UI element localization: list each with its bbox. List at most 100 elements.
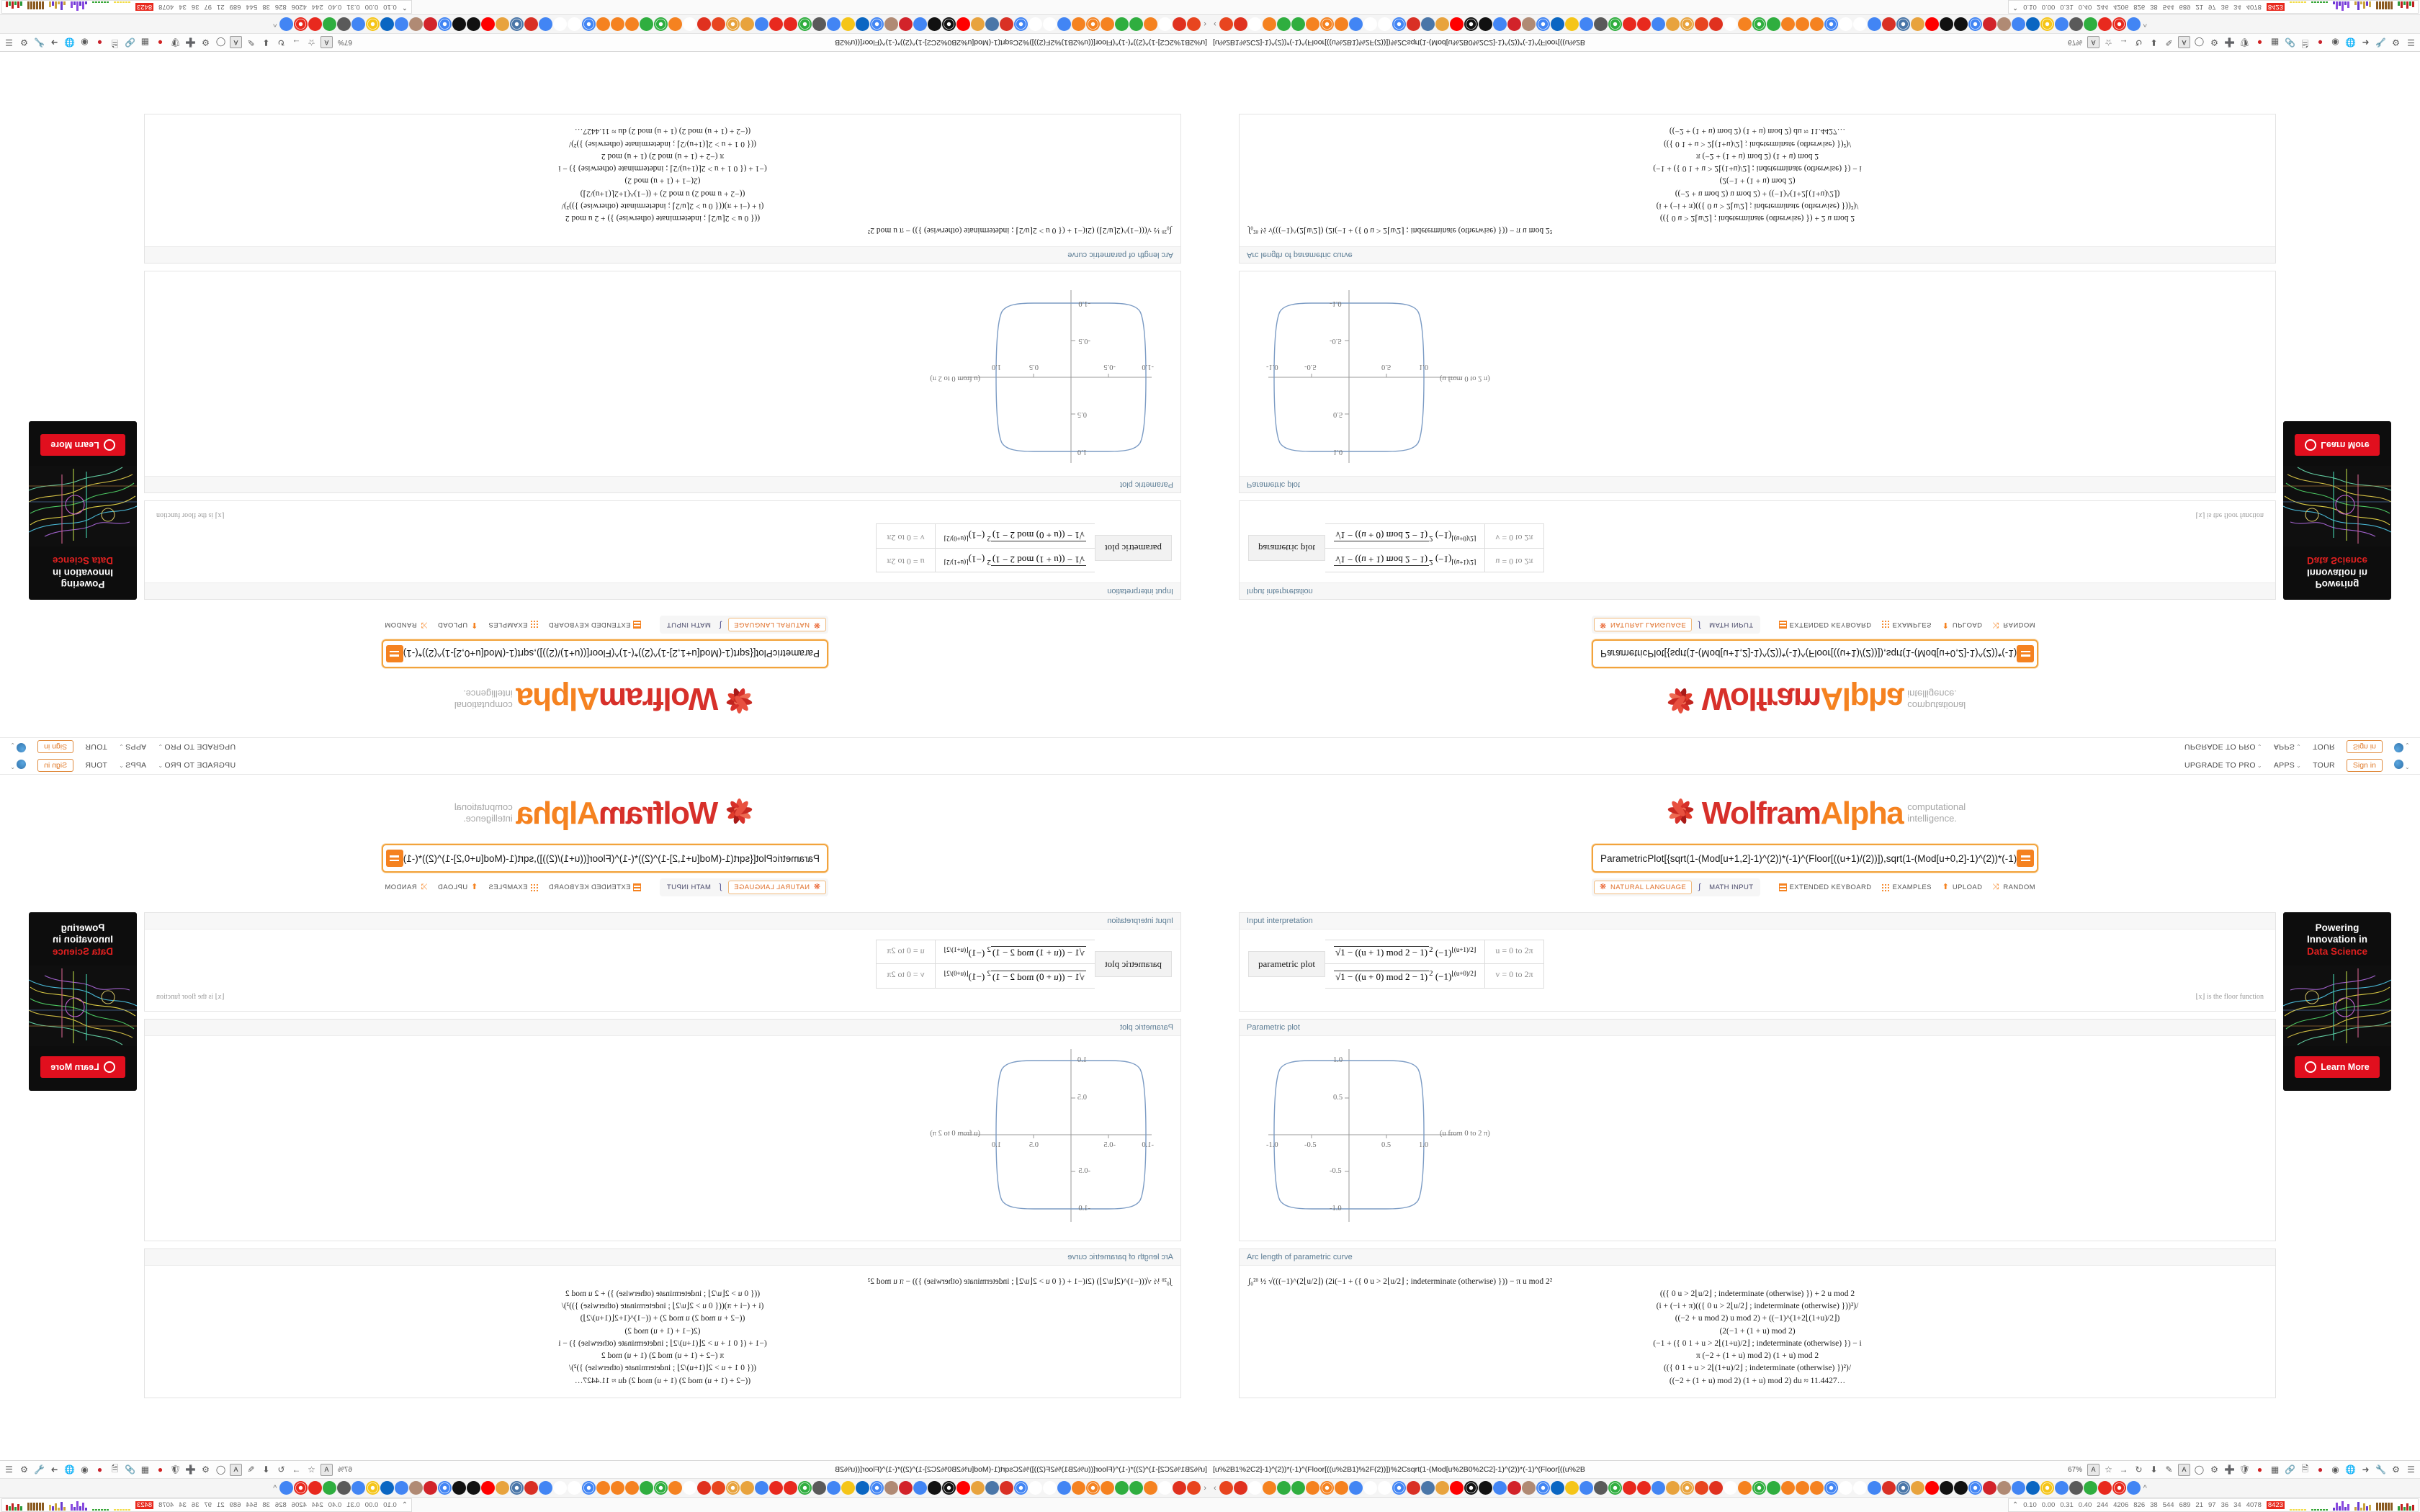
bookmark-favicon[interactable] [1057,17,1072,31]
translate-page-icon[interactable]: A [2178,36,2190,49]
bookmark-favicon[interactable] [380,1481,395,1495]
bookmark-favicon[interactable] [640,1481,654,1495]
highlighter-icon[interactable]: ✎ [247,37,255,48]
nav-tour[interactable]: TOUR [2313,742,2335,752]
tool-examples[interactable]: EXAMPLES [1881,883,1932,891]
bookmark-favicon[interactable] [971,17,985,31]
bookmark-favicon[interactable] [956,1481,971,1495]
bookmark-favicon[interactable] [1622,1481,1636,1495]
learn-more-button[interactable]: Learn More [2295,1056,2380,1078]
bookmark-favicon[interactable] [1867,17,1881,31]
bookmark-favicon[interactable] [1795,17,1809,31]
input-mode-group[interactable]: ❋ NATURAL LANGUAGE ∫ MATH INPUT [1592,878,1761,896]
bookmark-favicon[interactable] [1795,1481,1809,1495]
bookmark-favicon[interactable] [1464,1481,1478,1495]
reader-icon[interactable]: 🗎 [111,1463,119,1474]
bookmark-favicon[interactable] [1564,1481,1579,1495]
bookmark-favicon[interactable] [1507,1481,1521,1495]
bookmark-favicon[interactable] [1187,1481,1201,1495]
pocket-icon[interactable]: ➜ [2362,37,2370,48]
mode-natural-language[interactable]: ❋ NATURAL LANGUAGE [1594,618,1693,631]
bookmark-favicon[interactable] [827,17,841,31]
reader-icon[interactable]: 🗎 [111,38,119,49]
highlighter-icon[interactable]: ✎ [2165,37,2173,48]
translate-page-icon[interactable]: A [230,1463,242,1476]
reload-icon[interactable]: ↻ [2135,1464,2143,1475]
parametric-plot-chart[interactable]: -1.0 -0.5 0.5 1.0 1.0 0.5 -0.5 -1.0 (u f… [1248,1040,2267,1233]
bookmark-favicon[interactable] [424,1481,438,1495]
bookmark-favicon[interactable] [409,17,424,31]
bookmark-favicon[interactable] [1435,1481,1449,1495]
star-icon[interactable]: ☆ [308,1464,315,1475]
bookmark-favicon[interactable] [1694,17,1708,31]
bookmark-favicon[interactable] [1305,17,1319,31]
privacy-icon[interactable]: ◉ [2331,1464,2339,1475]
system-monitor-panel[interactable]: ⌃ 0.10 0.00 0.31 0.40 244 4206 826 38 544 689 21 97… [2007,1498,2419,1512]
bookmark-favicon[interactable] [755,17,769,31]
bookmark-favicon[interactable] [1939,17,1953,31]
bookmark-favicon[interactable] [395,17,409,31]
browser-url-bar[interactable]: [u%2B1%2C2]-1)^(2))*(-1)^(Floor[((u%2B1)… [0,1461,1210,1479]
bookmark-favicon[interactable] [1158,17,1173,31]
bookmark-favicon[interactable] [1550,1481,1564,1495]
bookmark-favicon[interactable] [553,1481,568,1495]
bookmark-favicon[interactable] [2069,1481,2083,1495]
bookmark-favicon[interactable] [524,1481,539,1495]
bookmark-favicon[interactable] [568,17,582,31]
pill-icon[interactable]: ◯ [215,1464,226,1475]
nav-apps[interactable]: APPS⌄ [119,761,146,770]
bookmark-favicon[interactable] [1420,17,1435,31]
bookmark-favicon[interactable] [726,1481,740,1495]
lastpass-icon[interactable]: ● [97,37,103,48]
brand-logo[interactable]: WolframAlpha computational intelligence. [1210,775,2420,844]
bookmark-favicon[interactable] [1838,17,1852,31]
pocket-icon[interactable]: ➜ [2362,1464,2370,1475]
bookmark-favicon[interactable] [1377,1481,1392,1495]
nav-upgrade-to-pro[interactable]: UPGRADE TO PRO⌄ [158,743,236,752]
bookmark-favicon[interactable] [784,1481,798,1495]
columns-icon[interactable]: ▦ [2270,37,2280,48]
bookmark-favicon[interactable] [1348,17,1363,31]
bookmark-favicon[interactable] [2011,1481,2025,1495]
bookmark-favicon[interactable] [1262,1481,1276,1495]
search-input-wrapper[interactable]: ParametricPlot[{sqrt(1-(Mod[u+1,2]-1)^(2… [382,844,828,873]
bookmark-favicon[interactable] [1492,1481,1507,1495]
bookmark-favicon[interactable] [712,1481,726,1495]
bookmark-favicon[interactable] [1780,17,1795,31]
bookmark-favicon[interactable] [1392,1481,1406,1495]
chevron-up-icon[interactable]: ^ [2143,19,2147,29]
nav-upgrade-to-pro[interactable]: UPGRADE TO PRO⌄ [2184,761,2262,770]
reload-icon[interactable]: ↻ [277,1464,285,1475]
bookmark-favicon[interactable] [841,1481,856,1495]
bookmark-favicon[interactable] [856,1481,870,1495]
bookmark-favicon[interactable] [928,17,942,31]
bookmark-favicon[interactable] [1824,1481,1838,1495]
language-selector[interactable]: ⌄ [10,742,27,753]
bookmark-favicon[interactable] [2126,1481,2141,1495]
bookmark-favicon[interactable] [1939,1481,1953,1495]
bookmark-favicon[interactable] [625,1481,640,1495]
bookmark-favicon[interactable] [596,1481,611,1495]
bookmark-favicon[interactable] [1824,17,1838,31]
bookmark-favicon[interactable] [510,1481,524,1495]
globe-extension-icon[interactable]: 🌐 [2345,1464,2356,1475]
bookmark-favicon[interactable] [452,1481,467,1495]
bookmark-favicon[interactable] [1996,17,2011,31]
bookmark-favicon[interactable] [1028,17,1043,31]
privacy-icon[interactable]: ◉ [2331,37,2339,48]
nav-tour[interactable]: TOUR [2313,760,2335,770]
promo-ad-card[interactable]: Powering Innovation in Data Science [2283,912,2391,1091]
bookmark-favicon[interactable] [2069,17,2083,31]
bookmark-favicon[interactable] [985,1481,1000,1495]
pill-icon[interactable]: ◯ [215,37,226,48]
bookmark-favicon[interactable] [1086,17,1101,31]
bookmark-favicon[interactable] [884,17,899,31]
bookmark-favicon[interactable] [1910,1481,1924,1495]
quadrant-bottom-right[interactable]: UPGRADE TO PRO ⌄ APPS ⌄ TOUR Sign in ⌄ [1210,756,2420,1512]
bookmark-favicon[interactable] [1896,1481,1910,1495]
bookmark-favicon[interactable] [2112,17,2126,31]
learn-more-button[interactable]: Learn More [40,1056,125,1078]
zoom-level[interactable]: 67% [2067,38,2082,47]
bookmark-favicon[interactable] [1262,17,1276,31]
bookmark-favicon[interactable] [956,17,971,31]
